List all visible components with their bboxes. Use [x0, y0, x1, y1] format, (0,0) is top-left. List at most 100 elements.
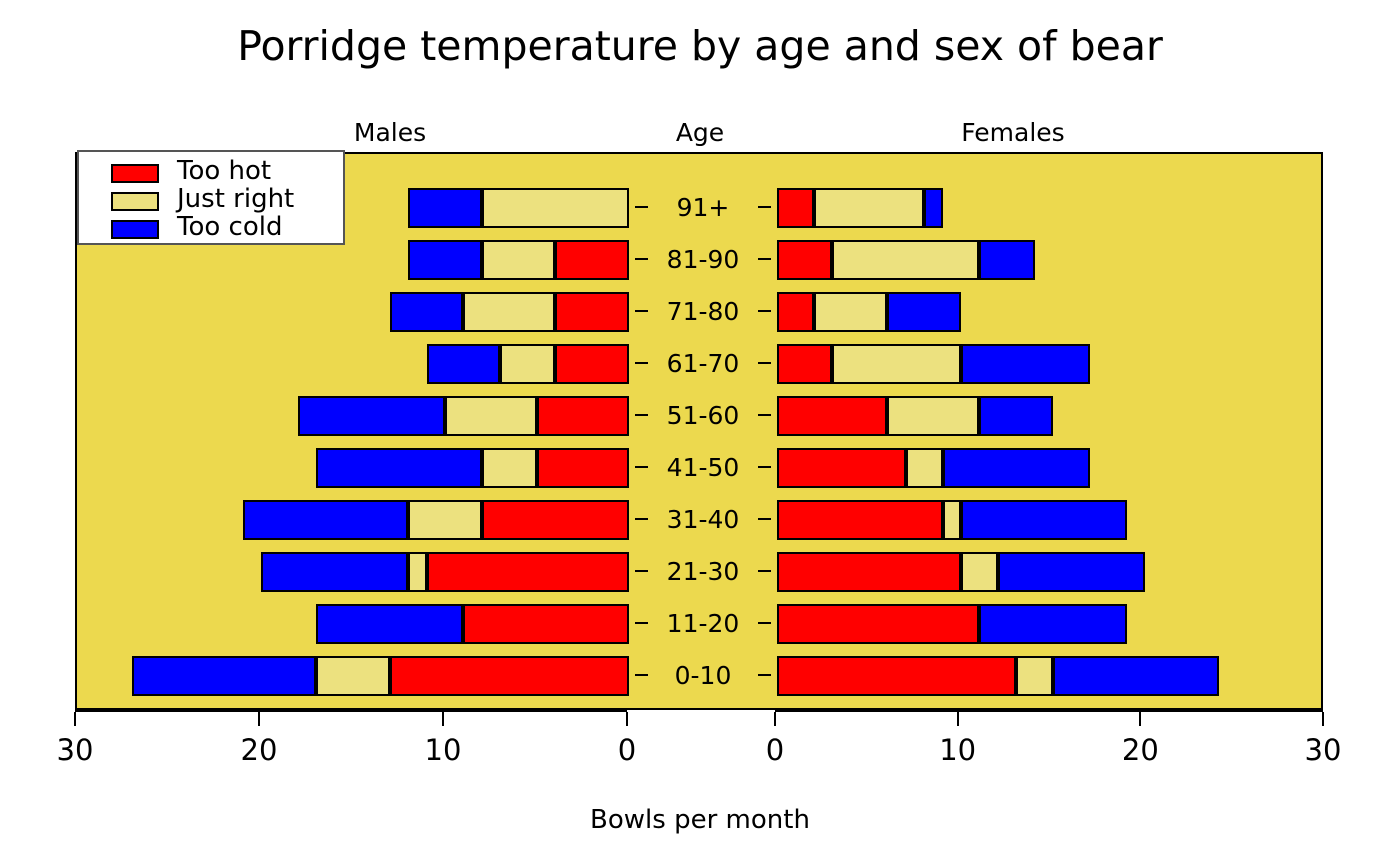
bar-segment-too_hot[interactable] [777, 188, 814, 228]
x-axis-tick [626, 712, 628, 726]
age-tick-right [758, 674, 771, 676]
bar-segment-too_cold[interactable] [979, 396, 1053, 436]
x-axis-tick-label: 0 [765, 733, 785, 767]
bar-segment-too_hot[interactable] [777, 552, 961, 592]
bar-segment-too_cold[interactable] [261, 552, 409, 592]
bar-segment-too_hot[interactable] [777, 396, 888, 436]
bar-segment-just_right[interactable] [832, 240, 980, 280]
bar-segment-just_right[interactable] [1016, 656, 1053, 696]
bar-segment-just_right[interactable] [500, 344, 556, 384]
x-axis-tick [442, 712, 444, 726]
bar-row: 71-80 [77, 286, 1321, 338]
bar-segment-too_hot[interactable] [389, 656, 629, 696]
bar-segment-too_hot[interactable] [555, 240, 629, 280]
bar-segment-too_hot[interactable] [537, 396, 629, 436]
bar-segment-just_right[interactable] [832, 344, 961, 384]
bar-segment-just_right[interactable] [316, 656, 390, 696]
age-group-label: 41-50 [666, 453, 740, 482]
bar-segment-too_hot[interactable] [777, 448, 906, 488]
bar-segment-too_hot[interactable] [555, 292, 629, 332]
bar-segment-too_cold[interactable] [316, 604, 464, 644]
legend-item[interactable]: Just right [79, 184, 343, 216]
bar-segment-too_hot[interactable] [777, 344, 833, 384]
bar-segment-too_cold[interactable] [132, 656, 317, 696]
age-tick-right [758, 206, 771, 208]
bar-segment-too_hot[interactable] [777, 604, 980, 644]
bar-segment-too_hot[interactable] [777, 500, 943, 540]
bar-segment-just_right[interactable] [942, 500, 961, 540]
bar-segment-just_right[interactable] [481, 188, 629, 228]
legend-item[interactable]: Too cold [79, 212, 343, 244]
bar-row: 0-10 [77, 650, 1321, 702]
bar-segment-too_cold[interactable] [997, 552, 1145, 592]
bar-segment-too_cold[interactable] [1053, 656, 1219, 696]
age-tick-right [758, 414, 771, 416]
age-tick-left [635, 674, 648, 676]
bar-segment-too_cold[interactable] [961, 344, 1090, 384]
bar-row: 31-40 [77, 494, 1321, 546]
bar-segment-too_cold[interactable] [942, 448, 1090, 488]
age-group-label: 21-30 [666, 557, 740, 586]
age-tick-left [635, 414, 648, 416]
bar-segment-too_hot[interactable] [555, 344, 629, 384]
bar-segment-too_cold[interactable] [979, 240, 1035, 280]
bar-segment-too_hot[interactable] [426, 552, 629, 592]
bar-segment-just_right[interactable] [887, 396, 980, 436]
bar-segment-just_right[interactable] [813, 292, 888, 332]
plot-area: 91+ 81-90 71-80 61-70 51-60 41-50 31-40 21-30 11… [75, 152, 1323, 710]
bar-row: 61-70 [77, 338, 1321, 390]
bar-segment-too_cold[interactable] [887, 292, 961, 332]
bar-segment-too_cold[interactable] [408, 188, 482, 228]
bar-segment-just_right[interactable] [463, 292, 556, 332]
bar-segment-just_right[interactable] [481, 448, 537, 488]
column-header-females: Females [961, 118, 1065, 147]
bar-segment-just_right[interactable] [481, 240, 556, 280]
bar-row: 41-50 [77, 442, 1321, 494]
bar-segment-too_cold[interactable] [961, 500, 1127, 540]
bar-segment-too_hot[interactable] [537, 448, 629, 488]
age-tick-right [758, 622, 771, 624]
legend-label: Too hot [177, 156, 272, 186]
bar-segment-too_hot[interactable] [463, 604, 629, 644]
age-tick-right [758, 518, 771, 520]
bar-segment-too_cold[interactable] [242, 500, 409, 540]
bar-segment-too_cold[interactable] [979, 604, 1127, 644]
column-header-males: Males [353, 118, 427, 147]
bar-segment-too_hot[interactable] [481, 500, 629, 540]
age-group-label: 11-20 [666, 609, 740, 638]
age-tick-right [758, 258, 771, 260]
legend-label: Too cold [177, 212, 283, 242]
legend-item[interactable]: Too hot [79, 156, 343, 188]
bar-segment-just_right[interactable] [445, 396, 537, 436]
column-header-age: Age [675, 118, 725, 147]
x-axis-tick [956, 712, 959, 726]
bar-segment-just_right[interactable] [905, 448, 943, 488]
x-axis-tick [774, 712, 776, 726]
bar-segment-just_right[interactable] [813, 188, 925, 228]
age-tick-left [635, 362, 648, 364]
age-tick-left [635, 310, 648, 312]
x-axis-tick-label: 10 [424, 733, 462, 767]
bar-segment-just_right[interactable] [961, 552, 998, 592]
bar-row: 21-30 [77, 546, 1321, 598]
age-tick-left [635, 518, 648, 520]
bar-segment-too_cold[interactable] [297, 396, 445, 436]
bar-segment-too_cold[interactable] [316, 448, 482, 488]
legend-label: Just right [177, 184, 295, 214]
bar-segment-too_hot[interactable] [777, 656, 1017, 696]
bar-segment-too_cold[interactable] [408, 240, 482, 280]
x-axis-tick-label: 0 [617, 733, 637, 767]
bar-segment-just_right[interactable] [408, 500, 482, 540]
age-group-label: 0-10 [674, 661, 732, 690]
bar-segment-too_cold[interactable] [924, 188, 943, 228]
x-axis-tick [258, 712, 260, 726]
bar-row: 81-90 [77, 234, 1321, 286]
bar-row: 51-60 [77, 390, 1321, 442]
age-tick-right [758, 310, 771, 312]
bar-segment-too_hot[interactable] [777, 292, 814, 332]
bar-segment-too_hot[interactable] [777, 240, 833, 280]
x-axis-tick [74, 712, 76, 726]
bar-segment-just_right[interactable] [408, 552, 427, 592]
bar-segment-too_cold[interactable] [389, 292, 464, 332]
bar-segment-too_cold[interactable] [426, 344, 501, 384]
